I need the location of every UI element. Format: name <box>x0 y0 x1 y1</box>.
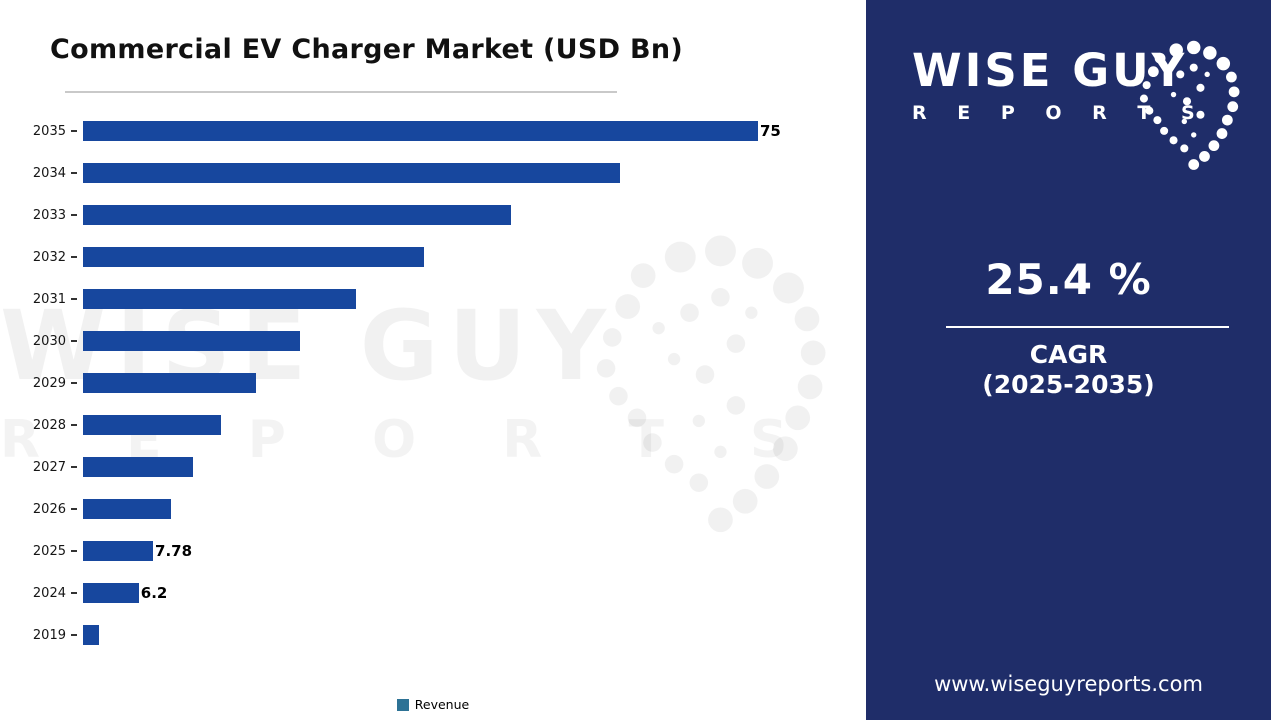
axis-tick <box>71 172 77 174</box>
bar-row: 2027 <box>0 446 781 488</box>
year-tick-label: 2031 <box>32 291 66 307</box>
bar-row: 2029 <box>0 362 781 404</box>
cagr-divider <box>946 326 1229 328</box>
revenue-bar <box>83 373 256 393</box>
revenue-bar <box>83 625 100 645</box>
revenue-bar <box>83 499 172 519</box>
year-tick-label: 2027 <box>32 459 66 475</box>
year-tick-label: 2035 <box>32 123 66 139</box>
revenue-bar <box>83 457 193 477</box>
revenue-bar <box>83 247 425 267</box>
year-tick-label: 2026 <box>32 501 66 517</box>
revenue-bar <box>83 121 758 141</box>
axis-tick <box>71 130 77 132</box>
year-tick-label: 2024 <box>32 585 66 601</box>
revenue-bar <box>83 289 356 309</box>
plot-area: 2035 75 2034 2033 2032 2031 2030 2029 2028 2027 20… <box>0 110 781 656</box>
axis-tick <box>71 424 77 426</box>
wiseguy-logo: WISE GUY R E P O R T S <box>912 40 1240 170</box>
bar-value-label: 6.2 <box>140 584 168 602</box>
revenue-bar <box>83 583 139 603</box>
logo-text-line1: WISE GUY <box>912 44 1188 97</box>
legend-label: Revenue <box>414 697 470 712</box>
year-tick-label: 2033 <box>32 207 66 223</box>
axis-tick <box>71 508 77 510</box>
chart-legend: Revenue <box>0 697 866 712</box>
axis-tick <box>71 634 77 636</box>
year-tick-label: 2034 <box>32 165 66 181</box>
year-tick-label: 2030 <box>32 333 66 349</box>
bar-row: 2024 6.2 <box>0 572 781 614</box>
website-url: www.wiseguyreports.com <box>934 672 1203 696</box>
axis-tick <box>71 382 77 384</box>
year-tick-label: 2029 <box>32 375 66 391</box>
year-tick-label: 2025 <box>32 543 66 559</box>
revenue-bar <box>83 163 621 183</box>
bar-row: 2031 <box>0 278 781 320</box>
bar-row: 2026 <box>0 488 781 530</box>
legend-swatch <box>396 698 409 711</box>
axis-tick <box>71 214 77 216</box>
revenue-bar <box>83 205 512 225</box>
axis-tick <box>71 340 77 342</box>
axis-tick <box>71 550 77 552</box>
cagr-range: (2025-2035) <box>982 370 1155 399</box>
revenue-bar <box>83 541 154 561</box>
axis-tick <box>71 256 77 258</box>
bar-row: 2035 75 <box>0 110 781 152</box>
brand-sidebar: WISE GUY R E P O R T S 25.4 % CAGR (2025… <box>866 0 1271 720</box>
bar-row: 2025 7.78 <box>0 530 781 572</box>
axis-tick <box>71 298 77 300</box>
cagr-value: 25.4 % <box>985 255 1152 304</box>
bar-row: 2033 <box>0 194 781 236</box>
year-tick-label: 2028 <box>32 417 66 433</box>
bar-row: 2019 <box>0 614 781 656</box>
bar-row: 2028 <box>0 404 781 446</box>
chart-panel: Commercial EV Charger Market (USD Bn) WI… <box>0 34 866 712</box>
chart-title: Commercial EV Charger Market (USD Bn) <box>50 34 684 65</box>
bar-row: 2030 <box>0 320 781 362</box>
year-tick-label: 2019 <box>32 627 66 643</box>
revenue-bar <box>83 415 221 435</box>
logo-head-dots-icon <box>1139 40 1240 170</box>
revenue-bar <box>83 331 300 351</box>
year-tick-label: 2032 <box>32 249 66 265</box>
title-divider <box>65 91 617 93</box>
logo-text-line2: R E P O R T S <box>912 102 1207 124</box>
bar-row: 2032 <box>0 236 781 278</box>
bar-value-label: 7.78 <box>155 542 193 560</box>
cagr-label: CAGR <box>1029 340 1108 369</box>
bar-row: 2034 <box>0 152 781 194</box>
bar-value-label: 75 <box>760 122 781 140</box>
axis-tick <box>71 592 77 594</box>
axis-tick <box>71 466 77 468</box>
